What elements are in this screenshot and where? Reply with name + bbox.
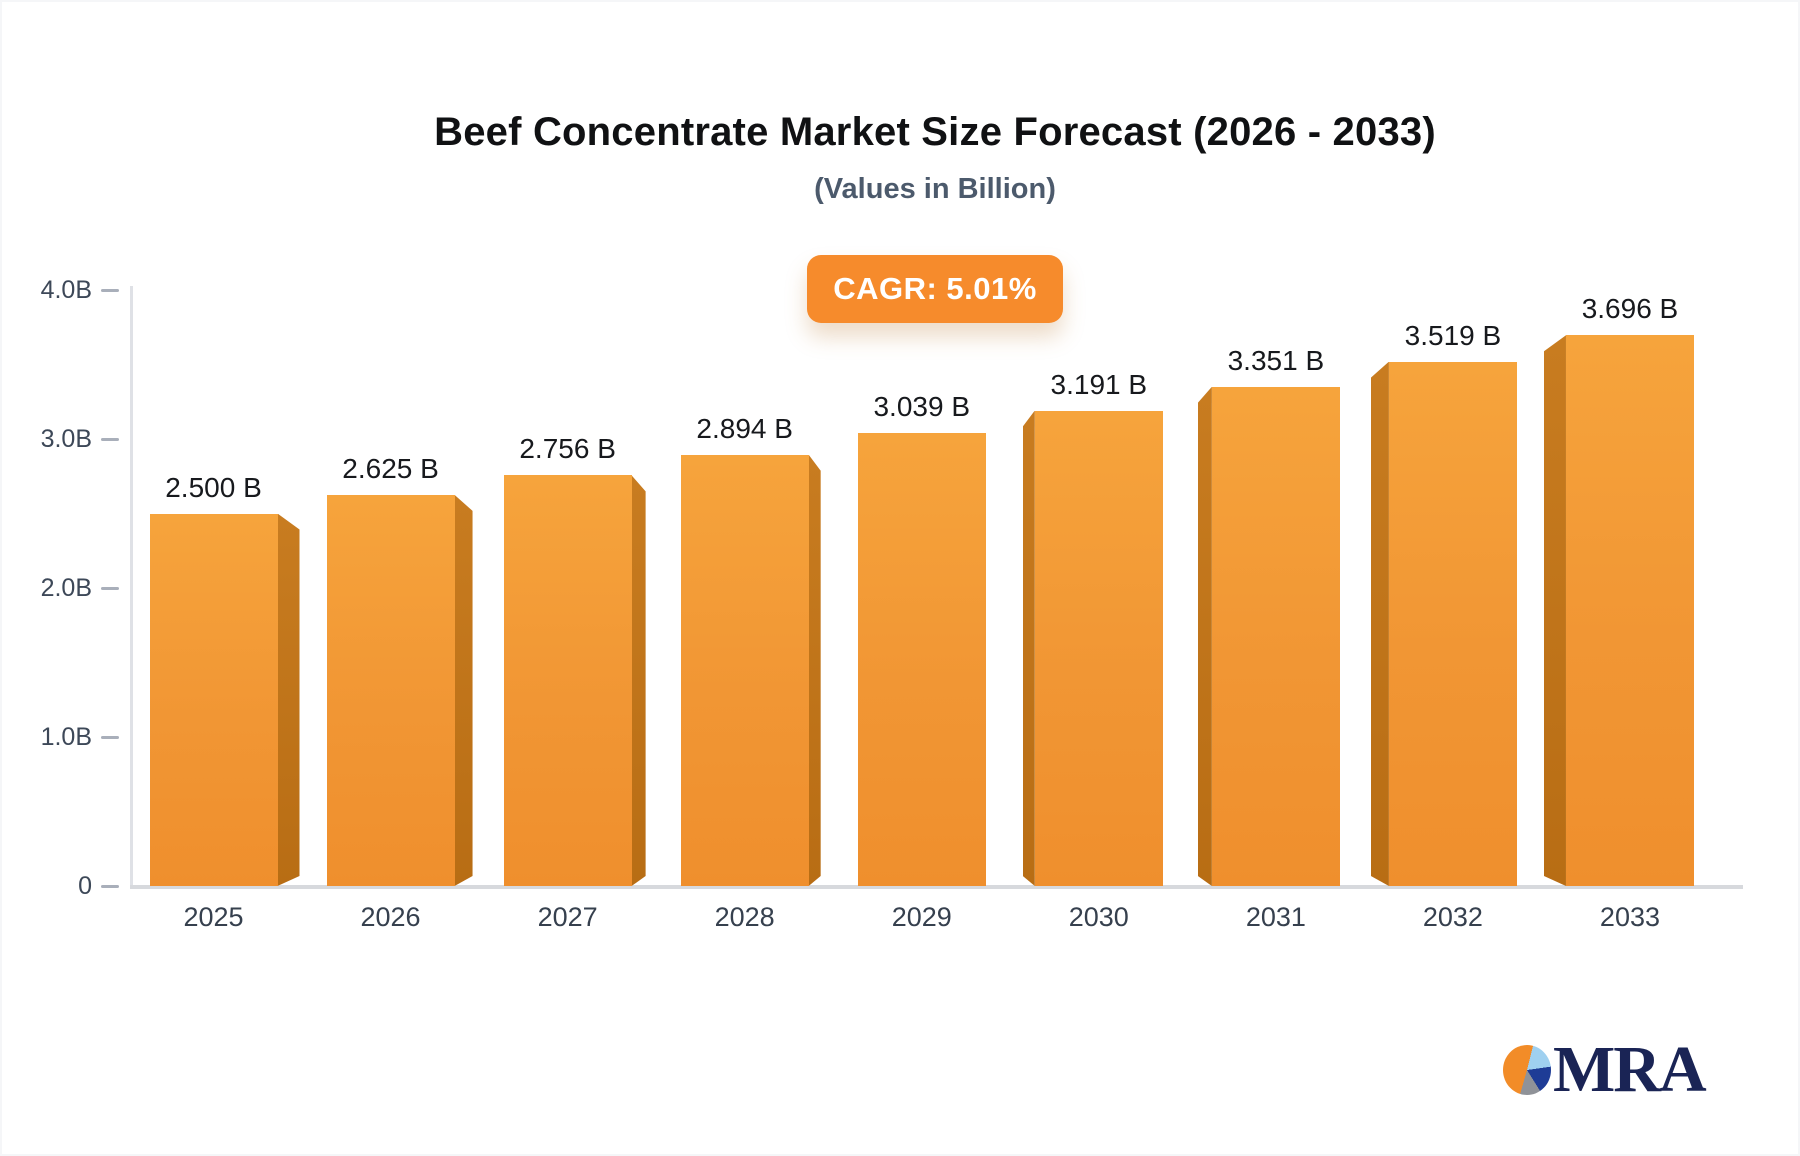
brand-logo: MRA xyxy=(1503,1033,1707,1106)
bar-side-face xyxy=(1371,362,1389,886)
x-tick-label: 2025 xyxy=(183,902,244,932)
y-tick-dash xyxy=(101,587,119,590)
chart-title: Beef Concentrate Market Size Forecast (2… xyxy=(434,110,1436,154)
chart-subtitle: (Values in Billion) xyxy=(814,173,1056,205)
bar-value-label: 3.351 B xyxy=(1227,344,1325,376)
y-tick-dash xyxy=(101,438,119,441)
x-tick-label: 2031 xyxy=(1245,902,1306,932)
y-tick-dash xyxy=(101,736,119,739)
y-axis-line xyxy=(130,286,133,888)
cagr-badge: CAGR: 5.01% xyxy=(807,255,1063,323)
brand-logo-text: MRA xyxy=(1553,1033,1707,1106)
bar-value-label: 2.894 B xyxy=(696,412,793,444)
bar xyxy=(503,475,632,886)
x-tick-label: 2032 xyxy=(1422,902,1483,932)
bar-side-face xyxy=(455,495,473,886)
y-tick-label: 1.0B xyxy=(40,723,92,751)
bar xyxy=(149,513,278,886)
bar xyxy=(326,494,455,886)
bar-side-face xyxy=(1544,335,1566,886)
bar-value-label: 3.039 B xyxy=(873,391,970,423)
bar xyxy=(857,433,986,886)
cagr-badge-label: CAGR: 5.01% xyxy=(833,271,1037,306)
y-tick-dash xyxy=(101,885,119,888)
y-tick-dash xyxy=(101,289,119,292)
bar xyxy=(1034,410,1163,886)
bar-value-label: 2.625 B xyxy=(342,452,439,484)
pie-chart-icon xyxy=(1503,1045,1551,1095)
bar-value-label: 3.191 B xyxy=(1050,368,1148,400)
y-tick-label: 0 xyxy=(78,872,92,900)
x-tick-label: 2030 xyxy=(1068,902,1129,932)
y-tick-label: 3.0B xyxy=(40,425,92,453)
x-axis-baseline xyxy=(130,885,1743,889)
bar-side-face xyxy=(632,475,646,886)
bar-side-face xyxy=(1198,387,1212,886)
bar-value-label: 2.756 B xyxy=(519,433,616,465)
bar-value-label: 2.500 B xyxy=(165,471,262,503)
bar-side-face xyxy=(278,514,300,887)
bar xyxy=(1388,361,1517,886)
x-tick-label: 2028 xyxy=(714,902,775,932)
x-tick-label: 2027 xyxy=(537,902,598,932)
y-tick-label: 4.0B xyxy=(40,276,92,304)
bar xyxy=(1565,335,1694,886)
bar xyxy=(680,454,809,886)
bar-value-label: 3.696 B xyxy=(1581,293,1679,325)
y-tick-label: 2.0B xyxy=(40,574,92,602)
bar-side-face xyxy=(1023,411,1035,886)
x-tick-label: 2029 xyxy=(891,902,952,932)
bar-value-label: 3.519 B xyxy=(1404,319,1502,351)
x-tick-label: 2026 xyxy=(360,902,421,932)
bar-side-face xyxy=(809,455,821,886)
bar xyxy=(1211,386,1340,886)
x-tick-label: 2033 xyxy=(1599,902,1660,932)
